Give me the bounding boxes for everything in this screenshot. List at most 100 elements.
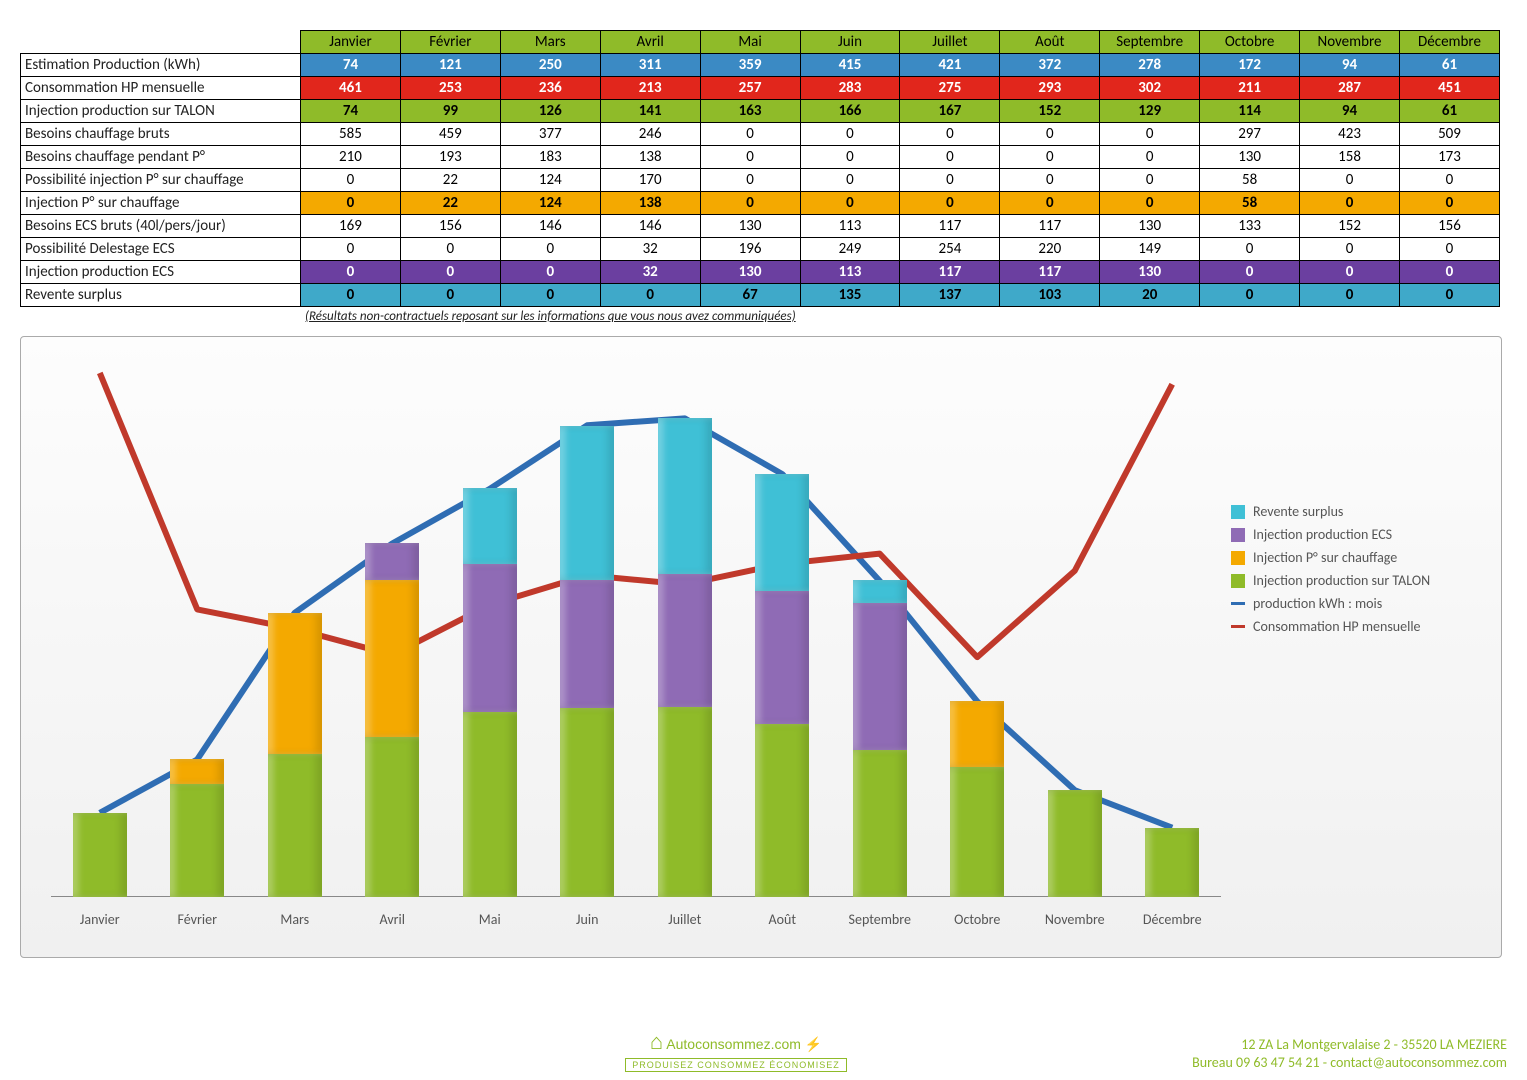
bar-segment-surplus — [463, 488, 517, 564]
table-cell: 254 — [900, 238, 1000, 261]
table-cell: 170 — [600, 169, 700, 192]
table-cell: 278 — [1100, 54, 1200, 77]
table-cell: 257 — [700, 77, 800, 100]
bar-segment-talon — [658, 707, 712, 897]
table-cell: 0 — [700, 192, 800, 215]
bar-segment-chauffage — [268, 613, 322, 754]
table-cell: 0 — [1100, 123, 1200, 146]
legend-label: Revente surplus — [1253, 503, 1343, 520]
table-cell: 22 — [400, 192, 500, 215]
table-cell: 0 — [500, 238, 600, 261]
house-icon: ⌂ — [650, 1029, 663, 1054]
table-cell: 130 — [700, 261, 800, 284]
table-cell: 130 — [1200, 146, 1300, 169]
table-cell: 0 — [700, 123, 800, 146]
table-cell: 193 — [400, 146, 500, 169]
table-cell: 146 — [600, 215, 700, 238]
table-row: Injection production sur TALON7499126141… — [21, 100, 1500, 123]
footer-address: 12 ZA La Montgervalaise 2 - 35520 LA MEZ… — [1192, 1036, 1507, 1072]
table-cell: 117 — [1000, 261, 1100, 284]
table-cell: 130 — [1100, 215, 1200, 238]
table-cell: 126 — [500, 100, 600, 123]
table-cell: 103 — [1000, 284, 1100, 307]
table-cell: 213 — [600, 77, 700, 100]
row-label: Injection P° sur chauffage — [21, 192, 301, 215]
bar-group — [1145, 357, 1199, 897]
table-cell: 94 — [1300, 100, 1400, 123]
table-row: Consommation HP mensuelle461253236213257… — [21, 77, 1500, 100]
legend-label: Injection P° sur chauffage — [1253, 549, 1397, 566]
table-cell: 196 — [700, 238, 800, 261]
bar-segment-surplus — [658, 418, 712, 574]
disclaimer-text: (Résultats non-contractuels reposant sur… — [305, 309, 1507, 324]
row-label: Besoins chauffage pendant P° — [21, 146, 301, 169]
table-cell: 167 — [900, 100, 1000, 123]
table-cell: 113 — [800, 261, 900, 284]
month-header: Décembre — [1399, 31, 1499, 54]
table-row: Injection P° sur chauffage02212413800000… — [21, 192, 1500, 215]
month-header: Février — [400, 31, 500, 54]
month-header: Mars — [500, 31, 600, 54]
table-cell: 0 — [301, 261, 401, 284]
footer-tagline: PRODUISEZ CONSOMMEZ ÉCONOMISEZ — [625, 1058, 847, 1072]
table-cell: 359 — [700, 54, 800, 77]
legend-item: Injection production ECS — [1231, 526, 1491, 543]
table-cell: 451 — [1399, 77, 1499, 100]
bar-segment-chauffage — [950, 701, 1004, 767]
page-footer: ⌂ Autoconsommez.com ⚡ PRODUISEZ CONSOMME… — [20, 1029, 1507, 1072]
chart-plot-area: JanvierFévrierMarsAvrilMaiJuinJuilletAoû… — [51, 357, 1221, 897]
x-axis-label: Janvier — [80, 911, 120, 928]
table-cell: 0 — [900, 146, 1000, 169]
table-cell: 293 — [1000, 77, 1100, 100]
bar-segment-talon — [560, 708, 614, 897]
table-cell: 459 — [400, 123, 500, 146]
table-cell: 173 — [1399, 146, 1499, 169]
table-cell: 0 — [900, 192, 1000, 215]
bar-group — [560, 357, 614, 897]
table-cell: 158 — [1300, 146, 1400, 169]
bar-segment-ecs — [463, 564, 517, 712]
table-cell: 0 — [1100, 146, 1200, 169]
bar-segment-talon — [950, 767, 1004, 897]
table-cell: 0 — [1000, 192, 1100, 215]
table-cell: 211 — [1200, 77, 1300, 100]
table-cell: 156 — [400, 215, 500, 238]
x-axis-label: Février — [178, 911, 217, 928]
table-cell: 20 — [1100, 284, 1200, 307]
x-axis-label: Avril — [380, 911, 405, 928]
table-cell: 114 — [1200, 100, 1300, 123]
table-cell: 210 — [301, 146, 401, 169]
legend-label: Consommation HP mensuelle — [1253, 618, 1421, 635]
x-axis-label: Novembre — [1045, 911, 1105, 928]
row-label: Estimation Production (kWh) — [21, 54, 301, 77]
month-header: Janvier — [301, 31, 401, 54]
bar-group — [73, 357, 127, 897]
table-cell: 124 — [500, 169, 600, 192]
table-cell: 61 — [1399, 100, 1499, 123]
month-header: Octobre — [1200, 31, 1300, 54]
table-cell: 0 — [400, 261, 500, 284]
row-label: Consommation HP mensuelle — [21, 77, 301, 100]
table-cell: 236 — [500, 77, 600, 100]
chart-legend: Revente surplus Injection production ECS I… — [1231, 337, 1501, 957]
bar-segment-talon — [1048, 790, 1102, 897]
table-cell: 0 — [400, 238, 500, 261]
table-cell: 152 — [1300, 215, 1400, 238]
legend-swatch — [1231, 602, 1245, 605]
table-cell: 58 — [1200, 169, 1300, 192]
table-cell: 22 — [400, 169, 500, 192]
bar-segment-ecs — [560, 580, 614, 708]
table-cell: 135 — [800, 284, 900, 307]
table-header-row: JanvierFévrierMarsAvrilMaiJuinJuilletAoû… — [21, 31, 1500, 54]
row-label: Injection production sur TALON — [21, 100, 301, 123]
table-cell: 0 — [1300, 284, 1400, 307]
bar-segment-talon — [170, 784, 224, 897]
table-cell: 130 — [1100, 261, 1200, 284]
table-cell: 0 — [800, 192, 900, 215]
table-cell: 183 — [500, 146, 600, 169]
legend-item: Injection production sur TALON — [1231, 572, 1491, 589]
table-cell: 32 — [600, 261, 700, 284]
bar-group — [950, 357, 1004, 897]
table-cell: 74 — [301, 54, 401, 77]
legend-swatch — [1231, 625, 1245, 628]
